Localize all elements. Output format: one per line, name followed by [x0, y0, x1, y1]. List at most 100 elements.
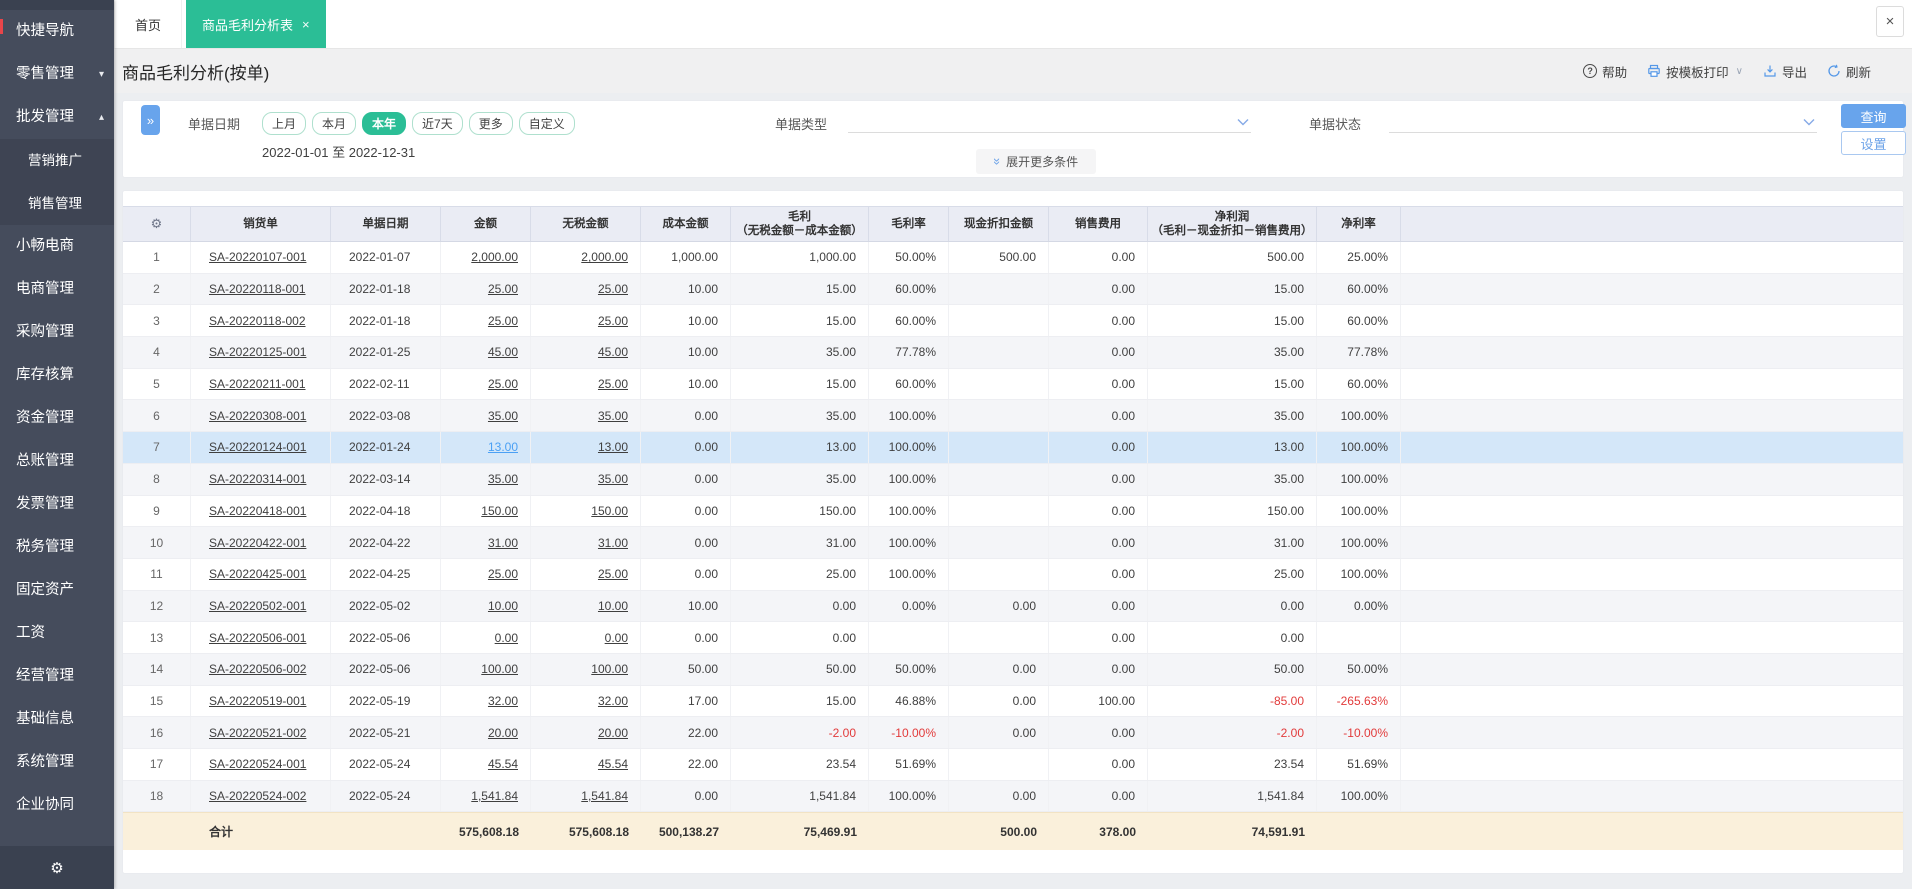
- amount-link[interactable]: 35.00: [441, 463, 531, 495]
- date-range-pill[interactable]: 近7天: [412, 112, 463, 135]
- table-row[interactable]: 2 SA-20220118-001 2022-01-18 25.00 25.00 10.0…: [123, 273, 1903, 306]
- amount-link[interactable]: 45.00: [531, 337, 641, 368]
- amount-link[interactable]: 32.00: [531, 685, 641, 717]
- chevron-down-icon[interactable]: ∨: [1735, 65, 1743, 77]
- amount-link[interactable]: 150.00: [441, 495, 531, 527]
- amount-link[interactable]: 13.00: [531, 432, 641, 463]
- help-button[interactable]: ? 帮助: [1583, 62, 1627, 81]
- sidebar-item[interactable]: 采购管理: [16, 324, 74, 340]
- table-row[interactable]: 6 SA-20220308-001 2022-03-08 35.00 35.00 0.00…: [123, 400, 1903, 433]
- sales-order-link[interactable]: SA-20220506-001: [191, 622, 331, 653]
- amount-link[interactable]: 31.00: [531, 527, 641, 558]
- search-button[interactable]: 查询: [1841, 104, 1906, 128]
- amount-link[interactable]: 35.00: [441, 400, 531, 432]
- table-row[interactable]: 18 SA-20220524-002 2022-05-24 1,541.84 1,541…: [123, 780, 1903, 813]
- amount-link[interactable]: 25.00: [441, 368, 531, 400]
- sidebar-item[interactable]: 库存核算: [16, 367, 74, 383]
- table-row[interactable]: 11 SA-20220425-001 2022-04-25 25.00 25.00 0.0…: [123, 558, 1903, 591]
- amount-link[interactable]: 25.00: [531, 558, 641, 590]
- date-range-pill[interactable]: 本年: [362, 112, 407, 135]
- sidebar-item[interactable]: 零售管理 ▾: [0, 53, 114, 96]
- amount-link[interactable]: 0.00: [441, 622, 531, 653]
- amount-link[interactable]: 20.00: [531, 717, 641, 748]
- sidebar-item[interactable]: 总账管理: [16, 453, 74, 469]
- sidebar-item[interactable]: 固定资产: [16, 582, 74, 598]
- amount-link[interactable]: 2,000.00: [441, 242, 531, 273]
- table-row[interactable]: 14 SA-20220506-002 2022-05-06 100.00 100.00 5…: [123, 653, 1903, 686]
- amount-link[interactable]: 25.00: [441, 273, 531, 305]
- date-range-pill[interactable]: 本月: [312, 112, 357, 135]
- table-row[interactable]: 4 SA-20220125-001 2022-01-25 45.00 45.00 10.0…: [123, 337, 1903, 369]
- amount-link[interactable]: 100.00: [441, 653, 531, 685]
- amount-link[interactable]: 45.54: [441, 749, 531, 780]
- amount-link[interactable]: 25.00: [531, 305, 641, 337]
- sidebar-item[interactable]: 系统管理: [16, 754, 74, 770]
- amount-link[interactable]: 25.00: [441, 305, 531, 337]
- amount-link[interactable]: 100.00: [531, 653, 641, 685]
- sales-order-link[interactable]: SA-20220314-001: [191, 463, 331, 495]
- sales-order-link[interactable]: SA-20220524-001: [191, 749, 331, 780]
- sidebar-item[interactable]: 销售管理: [0, 182, 114, 225]
- table-row[interactable]: 12 SA-20220502-001 2022-05-02 10.00 10.00 10.…: [123, 590, 1903, 623]
- table-row[interactable]: 7 SA-20220124-001 2022-01-24 13.00 13.00 0.00…: [123, 432, 1903, 464]
- tab-gross-profit-report[interactable]: 商品毛利分析表 ×: [186, 0, 326, 48]
- table-row[interactable]: 8 SA-20220314-001 2022-03-14 35.00 35.00 0.00…: [123, 463, 1903, 496]
- refresh-button[interactable]: 刷新: [1827, 62, 1871, 81]
- sidebar-item[interactable]: 企业协同: [16, 797, 74, 813]
- sales-order-link[interactable]: SA-20220524-002: [191, 780, 331, 812]
- table-row[interactable]: 13 SA-20220506-001 2022-05-06 0.00 0.00 0.00 0…: [123, 622, 1903, 654]
- sidebar-item[interactable]: 工资: [16, 625, 45, 641]
- amount-link[interactable]: 25.00: [441, 558, 531, 590]
- sales-order-link[interactable]: SA-20220506-002: [191, 653, 331, 685]
- doc-type-select[interactable]: [848, 113, 1251, 133]
- table-row[interactable]: 17 SA-20220524-001 2022-05-24 45.54 45.54 22.…: [123, 749, 1903, 781]
- table-row[interactable]: 5 SA-20220211-001 2022-02-11 25.00 25.00 10.0…: [123, 368, 1903, 401]
- table-row[interactable]: 10 SA-20220422-001 2022-04-22 31.00 31.00 0.0…: [123, 527, 1903, 559]
- date-range-pill[interactable]: 自定义: [518, 112, 575, 135]
- sales-order-link[interactable]: SA-20220118-001: [191, 273, 331, 305]
- sales-order-link[interactable]: SA-20220502-001: [191, 590, 331, 622]
- collapse-filter-button[interactable]: »: [141, 105, 160, 135]
- expand-more-conditions-button[interactable]: » 展开更多条件: [976, 149, 1096, 174]
- sidebar-item[interactable]: 营销推广: [0, 139, 114, 182]
- sales-order-link[interactable]: SA-20220124-001: [191, 432, 331, 463]
- amount-link[interactable]: 25.00: [531, 368, 641, 400]
- amount-link[interactable]: 1,541.84: [531, 780, 641, 812]
- sidebar-item[interactable]: 基础信息: [16, 711, 74, 727]
- amount-link[interactable]: 35.00: [531, 400, 641, 432]
- table-row[interactable]: 9 SA-20220418-001 2022-04-18 150.00 150.00 0.…: [123, 495, 1903, 528]
- sidebar-item[interactable]: 电商管理: [16, 281, 74, 297]
- tab-home[interactable]: 首页: [114, 0, 183, 48]
- amount-link[interactable]: 45.00: [441, 337, 531, 368]
- amount-link[interactable]: 13.00: [441, 432, 531, 463]
- doc-status-select[interactable]: [1389, 113, 1817, 133]
- sales-order-link[interactable]: SA-20220422-001: [191, 527, 331, 558]
- date-range-pill[interactable]: 更多: [468, 112, 513, 135]
- tab-close-icon[interactable]: ×: [302, 16, 310, 32]
- sales-order-link[interactable]: SA-20220118-002: [191, 305, 331, 337]
- sales-order-link[interactable]: SA-20220521-002: [191, 717, 331, 748]
- sidebar-item[interactable]: 小畅电商: [16, 238, 74, 254]
- date-range-value[interactable]: 2022-01-01 至 2022-12-31: [262, 145, 416, 160]
- sales-order-link[interactable]: SA-20220308-001: [191, 400, 331, 432]
- amount-link[interactable]: 25.00: [531, 273, 641, 305]
- window-close-button[interactable]: ×: [1876, 6, 1904, 37]
- amount-link[interactable]: 10.00: [441, 590, 531, 622]
- sidebar-settings-button[interactable]: ⚙: [0, 846, 114, 889]
- date-range-pill[interactable]: 上月: [262, 112, 307, 135]
- table-row[interactable]: 1 SA-20220107-001 2022-01-07 2,000.00 2,000.…: [123, 242, 1903, 274]
- settings-button[interactable]: 设置: [1841, 131, 1906, 155]
- amount-link[interactable]: 31.00: [441, 527, 531, 558]
- sidebar-item[interactable]: 发票管理: [16, 496, 74, 512]
- export-button[interactable]: 导出: [1763, 62, 1807, 81]
- sales-order-link[interactable]: SA-20220107-001: [191, 242, 331, 273]
- table-row[interactable]: 3 SA-20220118-002 2022-01-18 25.00 25.00 10.0…: [123, 305, 1903, 338]
- amount-link[interactable]: 0.00: [531, 622, 641, 653]
- amount-link[interactable]: 20.00: [441, 717, 531, 748]
- column-settings-gear-icon[interactable]: ⚙: [123, 207, 191, 241]
- amount-link[interactable]: 35.00: [531, 463, 641, 495]
- table-row[interactable]: 16 SA-20220521-002 2022-05-21 20.00 20.00 22.…: [123, 717, 1903, 749]
- sidebar-item[interactable]: 经营管理: [16, 668, 74, 684]
- sidebar-item[interactable]: 快捷导航: [16, 23, 74, 39]
- amount-link[interactable]: 10.00: [531, 590, 641, 622]
